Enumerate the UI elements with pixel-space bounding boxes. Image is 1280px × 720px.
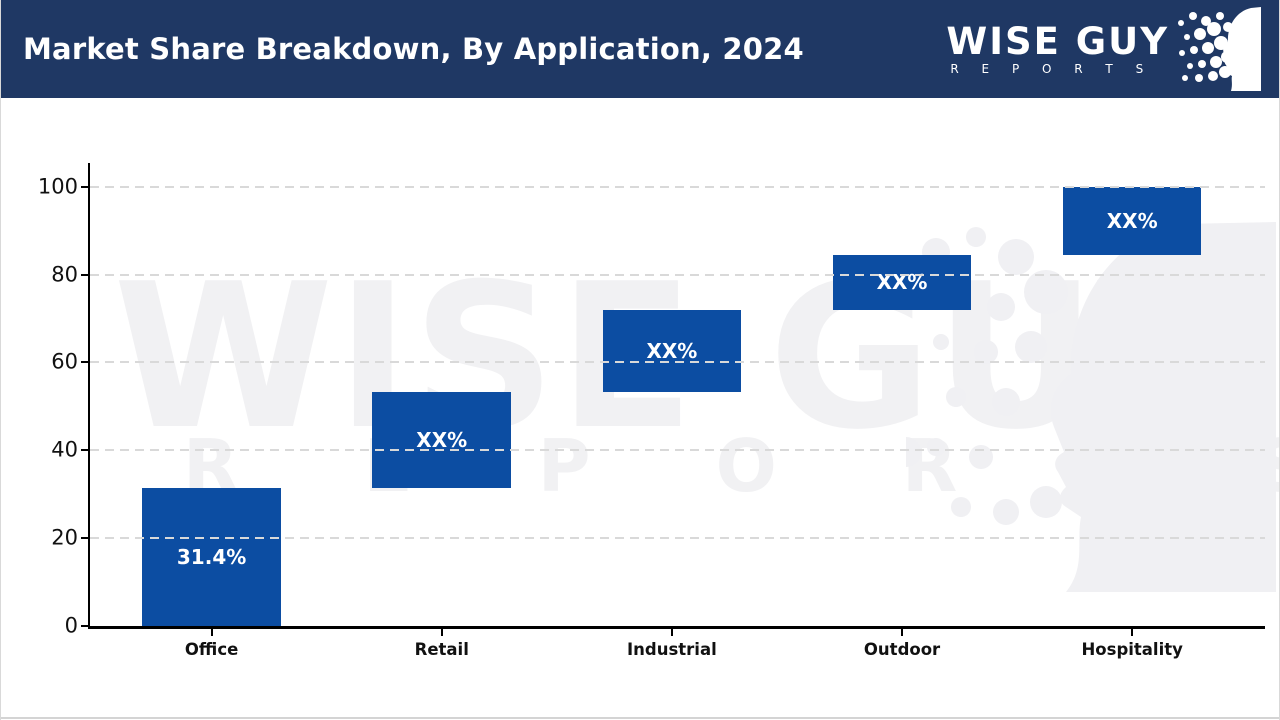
gridline-y60 [90,361,1265,364]
logo-wordmark: WISE GUY [946,20,1169,63]
x-tick-industrial [670,629,673,636]
x-tick-retail [440,629,443,636]
x-tick-label-office: Office [184,640,239,659]
x-axis-spine [88,626,1265,629]
wiseguy-head-icon [1178,7,1261,91]
page-title: Market Share Breakdown, By Application, … [23,32,804,66]
y-tick-y60 [81,361,88,364]
y-tick-y100 [81,185,88,188]
y-tick-label: 80 [51,262,78,287]
logo-subtext: R E P O R T S [950,62,1153,76]
gridline-y100 [90,185,1265,188]
y-axis-spine [88,163,90,628]
x-tick-office [210,629,213,636]
y-tick-y20 [81,537,88,540]
bar-industrial: XX% [602,309,742,393]
x-tick-label-retail: Retail [414,640,469,659]
bar-value-label: XX% [1106,208,1158,233]
gridline-y80 [90,273,1265,276]
wiseguy-logo: WISE GUY R E P O R T S [946,7,1261,91]
bar-office: 31.4% [142,488,281,626]
bar-value-label: XX% [646,339,698,364]
header-bar: Market Share Breakdown, By Application, … [1,0,1279,98]
bar-value-label: XX% [416,428,468,453]
y-tick-y0 [81,625,88,627]
y-tick-label: 100 [37,174,78,199]
y-tick-y80 [81,273,88,276]
x-tick-hospitality [1131,629,1134,636]
x-tick-label-industrial: Industrial [627,640,717,659]
y-tick-label: 0 [64,613,78,638]
bar-value-label: 31.4% [176,545,247,570]
y-tick-label: 60 [51,349,78,374]
y-tick-y40 [81,449,88,452]
bar-hospitality: XX% [1062,186,1202,255]
x-tick-label-outdoor: Outdoor [863,640,941,659]
watermark-face-icon [906,222,1276,592]
x-tick-outdoor [901,629,904,636]
bar-outdoor: XX% [832,254,972,310]
gridline-y40 [90,449,1265,452]
y-tick-label: 20 [51,525,78,550]
x-tick-label-hospitality: Hospitality [1081,640,1183,659]
gridline-y20 [90,537,1265,540]
y-tick-label: 40 [51,437,78,462]
bar-retail: XX% [372,392,512,489]
